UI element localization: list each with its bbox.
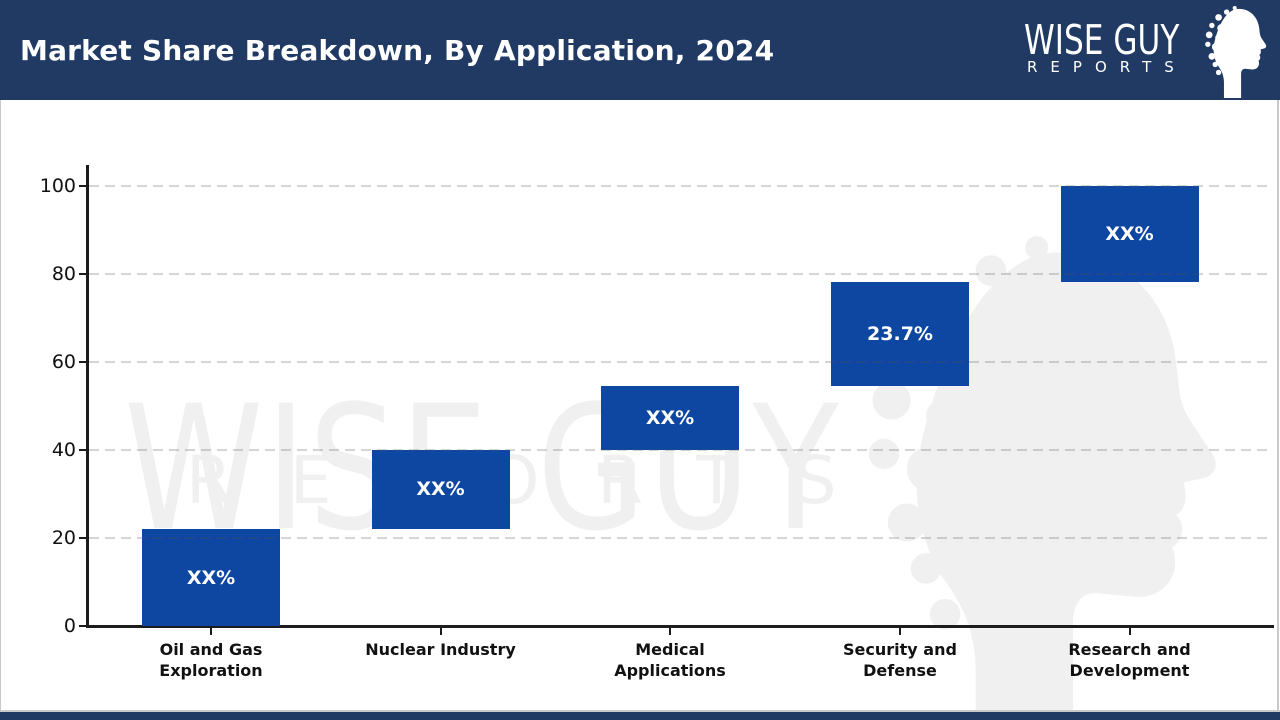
y-tick-40: [79, 448, 87, 451]
y-tick-label-60: 60: [51, 350, 76, 373]
y-tick-0: [79, 625, 87, 627]
x-axis-line: [86, 625, 1274, 628]
x-axis-label-nuclear-industry: Nuclear Industry: [365, 640, 516, 659]
x-axis-label-medical-applications: Medical Applications: [614, 640, 726, 680]
logo-reports-text: REPORTS: [1027, 58, 1187, 76]
y-tick-label-0: 0: [63, 615, 76, 637]
x-tick-security-and-defense: [899, 627, 901, 635]
x-tick-medical-applications: [669, 627, 671, 635]
page-border-right: [1277, 100, 1279, 712]
gridline-80: [89, 272, 1272, 275]
x-tick-oil-and-gas-exploration: [210, 627, 212, 635]
gridline-60: [89, 360, 1272, 363]
bar-value-label-security-and-defense: 23.7%: [867, 322, 933, 345]
y-tick-20: [79, 536, 87, 539]
gridline-20: [89, 536, 1272, 539]
bar-value-label-oil-and-gas-exploration: XX%: [186, 566, 236, 589]
bar-medical-applications: XX%: [601, 385, 739, 450]
gridline-100: [89, 184, 1272, 187]
x-axis-label-security-and-defense: Security and Defense: [843, 640, 957, 680]
x-axis-label-oil-and-gas-exploration: Oil and Gas Exploration: [159, 640, 263, 680]
page-border-bottom: [0, 710, 1280, 712]
x-axis-label-research-and-development: Research and Development: [1068, 640, 1191, 680]
bar-value-label-research-and-development: XX%: [1105, 222, 1154, 245]
header-bar: Market Share Breakdown, By Application, …: [0, 0, 1280, 100]
y-tick-label-80: 80: [51, 262, 76, 285]
y-axis-line: [86, 165, 89, 627]
bar-value-label-nuclear-industry: XX%: [416, 478, 465, 501]
y-tick-60: [79, 360, 87, 363]
y-tick-80: [79, 272, 87, 275]
bar-value-label-medical-applications: XX%: [645, 406, 695, 429]
logo-wiseguy-text: WISE GUY: [1024, 16, 1180, 64]
y-tick-label-100: 100: [39, 174, 76, 197]
logo-head-icon: [1192, 4, 1268, 98]
page-border-left: [0, 100, 1, 712]
y-tick-label-20: 20: [51, 526, 76, 549]
y-tick-100: [79, 184, 87, 187]
x-tick-research-and-development: [1128, 627, 1131, 635]
footer-bar: [0, 712, 1280, 720]
wise-guy-reports-logo: WISE GUY REPORTS: [1024, 0, 1274, 100]
bar-security-and-defense: 23.7%: [831, 281, 969, 386]
x-tick-nuclear-industry: [439, 627, 442, 635]
bar-nuclear-industry: XX%: [371, 449, 510, 530]
y-tick-label-40: 40: [51, 438, 76, 461]
gridline-40: [89, 448, 1272, 451]
chart-title: Market Share Breakdown, By Application, …: [20, 34, 775, 67]
bar-research-and-development: XX%: [1060, 185, 1199, 282]
bar-oil-and-gas-exploration: XX%: [142, 529, 280, 626]
